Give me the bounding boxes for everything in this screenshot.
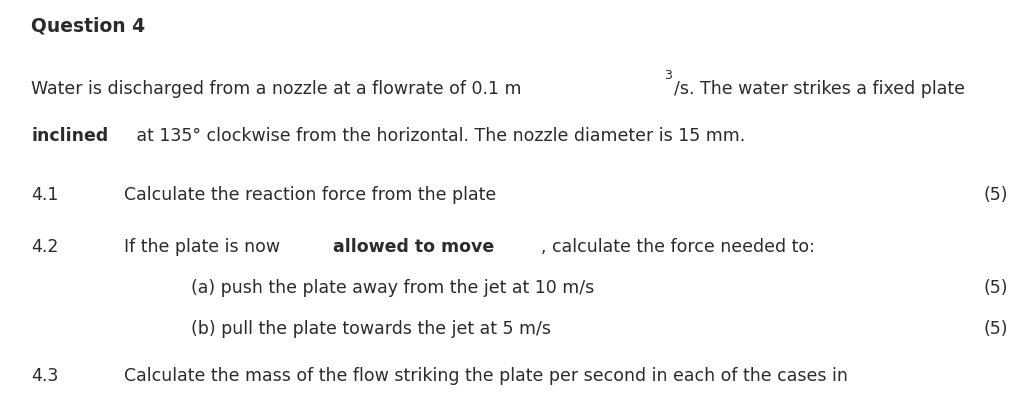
Text: Water is discharged from a nozzle at a flowrate of 0.1 m: Water is discharged from a nozzle at a f…: [31, 80, 522, 98]
Text: 4.3: 4.3: [31, 367, 58, 385]
Text: (5): (5): [983, 279, 1008, 297]
Text: 4.1: 4.1: [31, 186, 58, 204]
Text: (a) push the plate away from the jet at 10 m/s: (a) push the plate away from the jet at …: [191, 279, 595, 297]
Text: 4.2: 4.2: [31, 237, 58, 255]
Text: , calculate the force needed to:: , calculate the force needed to:: [541, 237, 815, 255]
Text: (5): (5): [983, 186, 1008, 204]
Text: inclined: inclined: [31, 127, 109, 145]
Text: 3: 3: [664, 70, 672, 83]
Text: (5): (5): [983, 320, 1008, 338]
Text: (b) pull the plate towards the jet at 5 m/s: (b) pull the plate towards the jet at 5 …: [191, 320, 552, 338]
Text: Calculate the mass of the flow striking the plate per second in each of the case: Calculate the mass of the flow striking …: [124, 367, 848, 385]
Text: Question 4: Question 4: [31, 17, 145, 35]
Text: Calculate the reaction force from the plate: Calculate the reaction force from the pl…: [124, 186, 497, 204]
Text: at 135° clockwise from the horizontal. The nozzle diameter is 15 mm.: at 135° clockwise from the horizontal. T…: [130, 127, 745, 145]
Text: If the plate is now: If the plate is now: [124, 237, 286, 255]
Text: /s. The water strikes a fixed plate: /s. The water strikes a fixed plate: [674, 80, 965, 98]
Text: allowed to move: allowed to move: [332, 237, 494, 255]
